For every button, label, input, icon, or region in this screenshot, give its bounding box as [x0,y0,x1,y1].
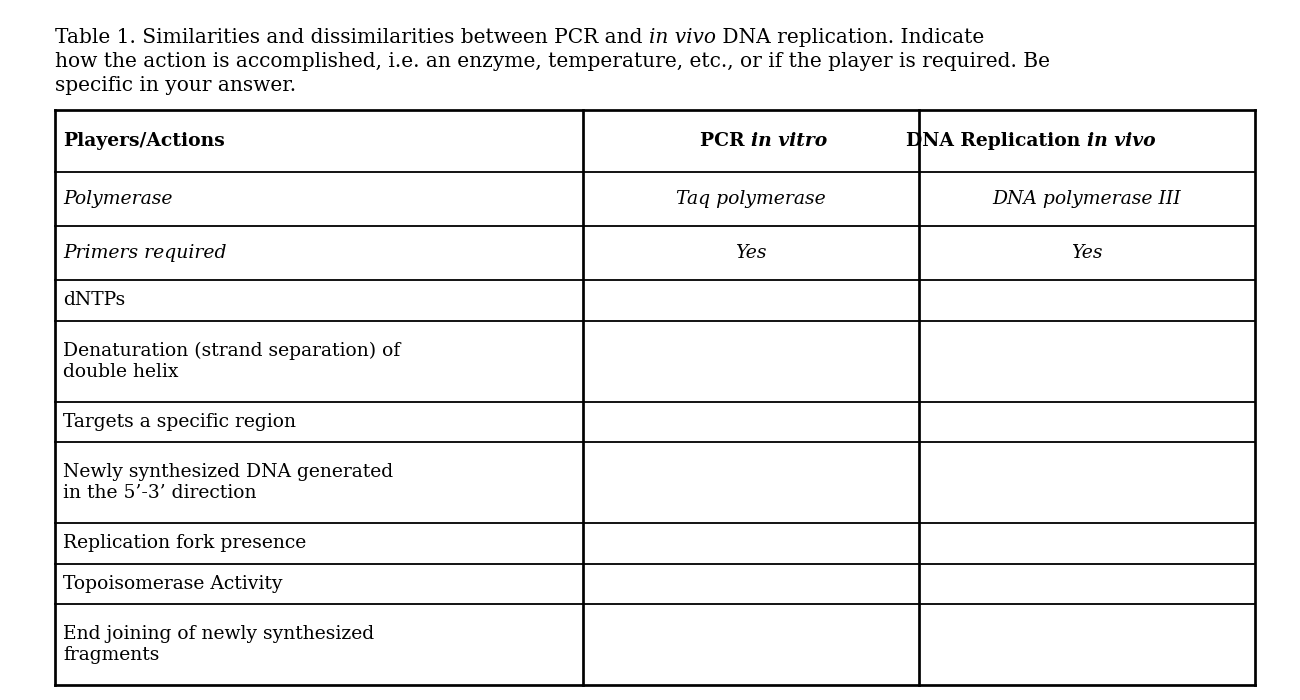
Text: Yes: Yes [1071,244,1102,262]
Text: Denaturation (strand separation) of
double helix: Denaturation (strand separation) of doub… [62,342,400,381]
Text: DNA Replication: DNA Replication [906,132,1087,150]
Text: how the action is accomplished, i.e. an enzyme, temperature, etc., or if the pla: how the action is accomplished, i.e. an … [55,52,1050,71]
Text: Replication fork presence: Replication fork presence [62,534,307,552]
Text: Players/Actions: Players/Actions [62,132,225,150]
Text: Primers required: Primers required [62,244,226,262]
Text: PCR: PCR [699,132,751,150]
Text: DNA replication. Indicate: DNA replication. Indicate [716,28,984,47]
Text: in vitro: in vitro [751,132,827,150]
Text: Yes: Yes [736,244,767,262]
Text: Taq polymerase: Taq polymerase [676,190,826,208]
Text: DNA polymerase III: DNA polymerase III [993,190,1182,208]
Text: dNTPs: dNTPs [62,291,125,309]
Text: End joining of newly synthesized
fragments: End joining of newly synthesized fragmen… [62,625,374,664]
Text: Targets a specific region: Targets a specific region [62,413,296,430]
Text: Table 1. Similarities and dissimilarities between PCR and: Table 1. Similarities and dissimilaritie… [55,28,649,47]
Text: specific in your answer.: specific in your answer. [55,76,296,95]
Text: Polymerase: Polymerase [62,190,173,208]
Text: in vivo: in vivo [649,28,716,47]
Text: Newly synthesized DNA generated
in the 5’-3’ direction: Newly synthesized DNA generated in the 5… [62,463,393,502]
Text: Topoisomerase Activity: Topoisomerase Activity [62,575,282,593]
Text: in vivo: in vivo [1087,132,1156,150]
